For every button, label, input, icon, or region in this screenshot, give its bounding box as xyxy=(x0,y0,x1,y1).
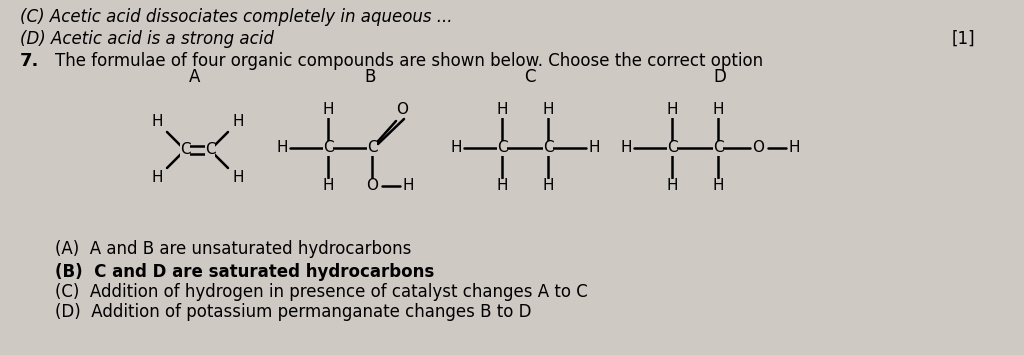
Text: H: H xyxy=(232,170,244,186)
Text: O: O xyxy=(396,102,408,116)
Text: C: C xyxy=(367,141,377,155)
Text: [1]: [1] xyxy=(951,30,975,48)
Text: C: C xyxy=(497,141,507,155)
Text: H: H xyxy=(451,141,462,155)
Text: (C)  Addition of hydrogen in presence of catalyst changes A to C: (C) Addition of hydrogen in presence of … xyxy=(55,283,588,301)
Text: H: H xyxy=(323,179,334,193)
Text: H: H xyxy=(543,103,554,118)
Text: C: C xyxy=(543,141,553,155)
Text: C: C xyxy=(524,68,536,86)
Text: H: H xyxy=(788,141,800,155)
Text: C: C xyxy=(205,142,215,158)
Text: (A)  A and B are unsaturated hydrocarbons: (A) A and B are unsaturated hydrocarbons xyxy=(55,240,412,258)
Text: 7.: 7. xyxy=(20,52,39,70)
Text: C: C xyxy=(713,141,723,155)
Text: (B)  C and D are saturated hydrocarbons: (B) C and D are saturated hydrocarbons xyxy=(55,263,434,281)
Text: H: H xyxy=(497,179,508,193)
Text: C: C xyxy=(667,141,677,155)
Text: H: H xyxy=(667,103,678,118)
Text: (C) Acetic acid dissociates completely in aqueous ...: (C) Acetic acid dissociates completely i… xyxy=(20,8,453,26)
Text: (D) Acetic acid is a strong acid: (D) Acetic acid is a strong acid xyxy=(20,30,273,48)
Text: H: H xyxy=(588,141,600,155)
Text: H: H xyxy=(402,179,414,193)
Text: H: H xyxy=(713,179,724,193)
Text: H: H xyxy=(713,103,724,118)
Text: O: O xyxy=(752,141,764,155)
Text: H: H xyxy=(276,141,288,155)
Text: A: A xyxy=(189,68,201,86)
Text: H: H xyxy=(497,103,508,118)
Text: H: H xyxy=(152,115,163,130)
Text: B: B xyxy=(365,68,376,86)
Text: C: C xyxy=(323,141,334,155)
Text: H: H xyxy=(543,179,554,193)
Text: D: D xyxy=(714,68,726,86)
Text: H: H xyxy=(152,170,163,186)
Text: C: C xyxy=(179,142,190,158)
Text: H: H xyxy=(667,179,678,193)
Text: O: O xyxy=(366,179,378,193)
Text: H: H xyxy=(232,115,244,130)
Text: H: H xyxy=(323,103,334,118)
Text: (D)  Addition of potassium permanganate changes B to D: (D) Addition of potassium permanganate c… xyxy=(55,303,531,321)
Text: H: H xyxy=(621,141,632,155)
Text: The formulae of four organic compounds are shown below. Choose the correct optio: The formulae of four organic compounds a… xyxy=(55,52,763,70)
